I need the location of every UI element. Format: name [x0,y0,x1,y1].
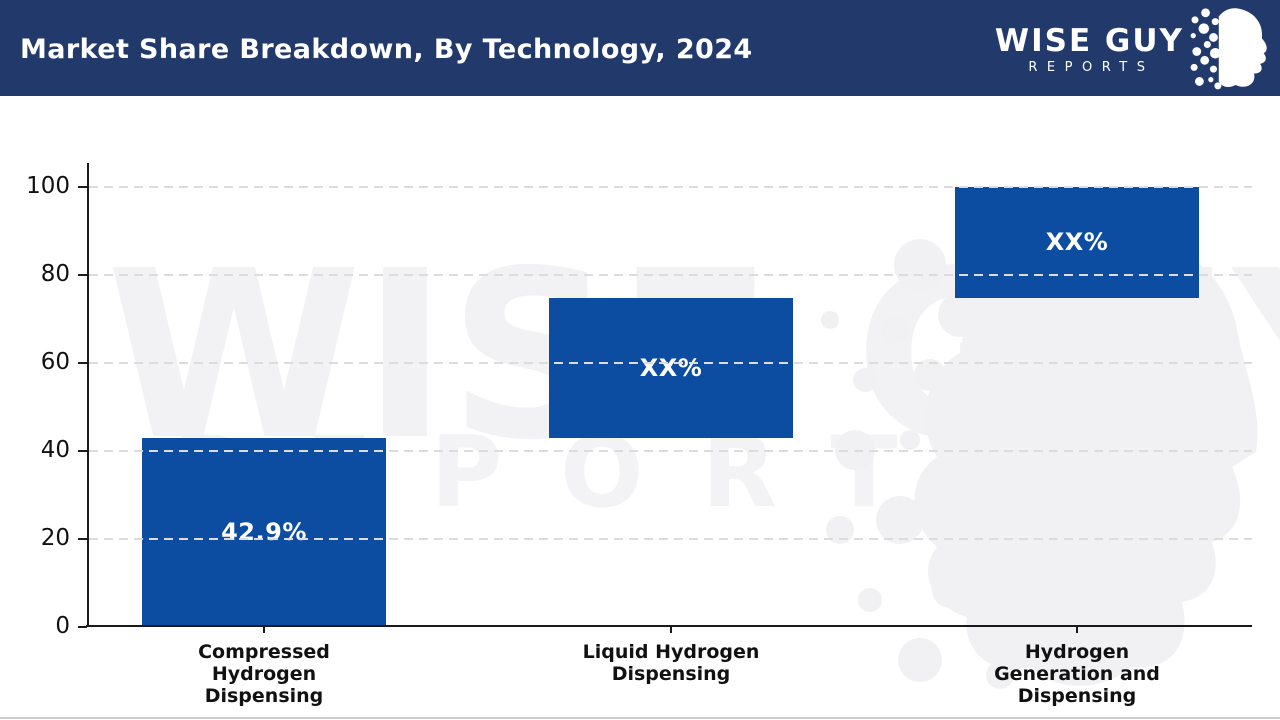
header: Market Share Breakdown, By Technology, 2… [0,0,1280,96]
bar-segment: XX% [955,186,1199,299]
y-tick-label: 40 [40,436,70,463]
y-tick [78,625,87,628]
y-tick-label: 20 [40,524,70,551]
y-tick [78,273,87,276]
y-tick-label: 80 [40,260,70,287]
x-tick [263,627,265,633]
y-tick [78,449,87,452]
bar-segment: 42.9% [142,437,386,627]
bar-value-label: XX% [1045,228,1109,257]
x-tick [670,627,672,633]
brand-wordmark: WISE GUY [994,22,1184,59]
x-tick [1076,627,1078,633]
y-tick-label: 60 [40,348,70,375]
bar-value-label: XX% [639,353,703,382]
x-axis-line [86,625,1252,627]
y-tick [78,361,87,364]
gridline [89,361,1252,364]
y-axis-line [87,163,89,627]
x-category-label: Liquid Hydrogen Dispensing [582,641,760,685]
y-tick-label: 0 [55,612,70,639]
gridline [89,449,1252,452]
brand-logo: WISE GUY REPORTS [995,4,1272,92]
gridline [89,273,1252,276]
y-tick [78,185,87,188]
brand-face-icon [1190,8,1267,90]
y-tick [78,537,87,540]
bar-value-label: 42.9% [221,518,307,547]
bottom-divider [0,717,1280,719]
x-category-label: Compressed Hydrogen Dispensing [198,641,330,707]
gridline [89,537,1252,540]
y-tick-label: 100 [26,172,70,199]
brand-logo-text: WISE GUY REPORTS [994,22,1184,75]
page-title: Market Share Breakdown, By Technology, 2… [20,34,753,65]
x-category-label: Hydrogen Generation and Dispensing [994,641,1160,707]
gridline [89,185,1252,188]
brand-subtitle: REPORTS [1028,59,1155,75]
bar-segment: XX% [549,298,793,438]
